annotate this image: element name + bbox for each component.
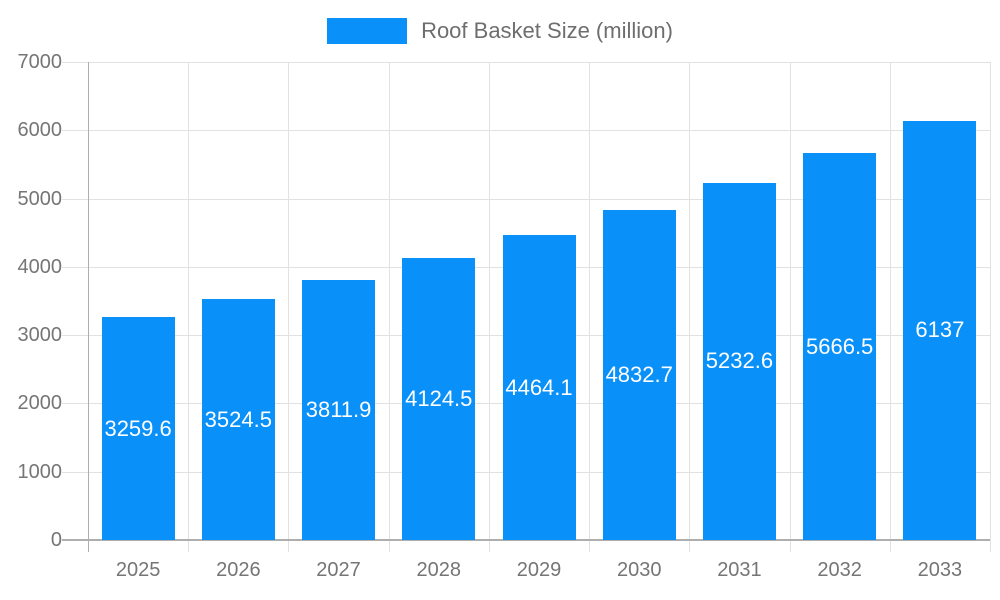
bar-value-label: 3811.9 [305,396,372,422]
legend-swatch-icon [327,18,408,44]
bar [602,209,676,540]
legend-label: Roof Basket Size (million) [421,18,673,43]
bar [402,258,476,540]
x-axis-tick-label: 2030 [616,559,662,581]
legend-item[interactable]: Roof Basket Size (million) [0,16,1000,46]
y-gridline [62,62,990,63]
x-gridline [488,62,490,552]
bar [903,120,977,540]
bar-value-label: 4464.1 [505,374,573,400]
x-gridline [889,62,891,552]
y-gridline [62,130,990,132]
x-gridline [188,62,190,552]
y-axis-tick-label: 1000 [17,460,63,483]
y-axis-tick-label: 2000 [17,392,63,415]
y-axis-tick-label: 7000 [17,51,63,73]
y-axis-tick-label: 4000 [17,255,63,278]
x-axis-tick-label: 2029 [516,559,562,581]
bar-value-label: 3524.5 [204,406,272,432]
bar-value-label: 5232.6 [705,348,774,374]
y-axis-tick-label: 5000 [17,187,63,210]
y-axis-tick-label: 6000 [17,119,63,142]
x-axis-tick-label: 2026 [216,559,261,581]
y-axis-tick-label: 3000 [17,324,63,347]
bar [803,153,877,540]
bar-value-label: 3259.6 [104,415,172,441]
x-axis-tick-label: 2033 [917,559,963,581]
x-axis-tick-label: 2031 [717,559,762,581]
bar [201,299,275,540]
x-axis-tick-label: 2025 [115,559,161,581]
x-axis-tick-label: 2028 [416,559,462,581]
x-gridline [388,62,390,552]
bar-value-label: 5666.5 [806,333,874,359]
x-gridline [990,62,991,552]
bar [702,182,776,540]
bar [502,235,576,540]
x-gridline [288,62,290,552]
bar [302,279,376,540]
y-gridline [62,198,990,200]
x-gridline [689,62,691,552]
y-axis-line [88,62,89,552]
x-axis-line [62,539,990,541]
bar [101,317,175,540]
x-axis-tick-label: 2032 [817,559,862,581]
bar-value-label: 4832.7 [605,361,673,387]
bar-value-label: 4124.5 [405,386,473,412]
x-gridline [589,62,591,552]
y-axis-tick-label: 0 [50,529,62,551]
bar-value-label: 6137 [915,317,965,343]
x-gridline [789,62,791,552]
x-axis-tick-label: 2027 [316,559,361,581]
